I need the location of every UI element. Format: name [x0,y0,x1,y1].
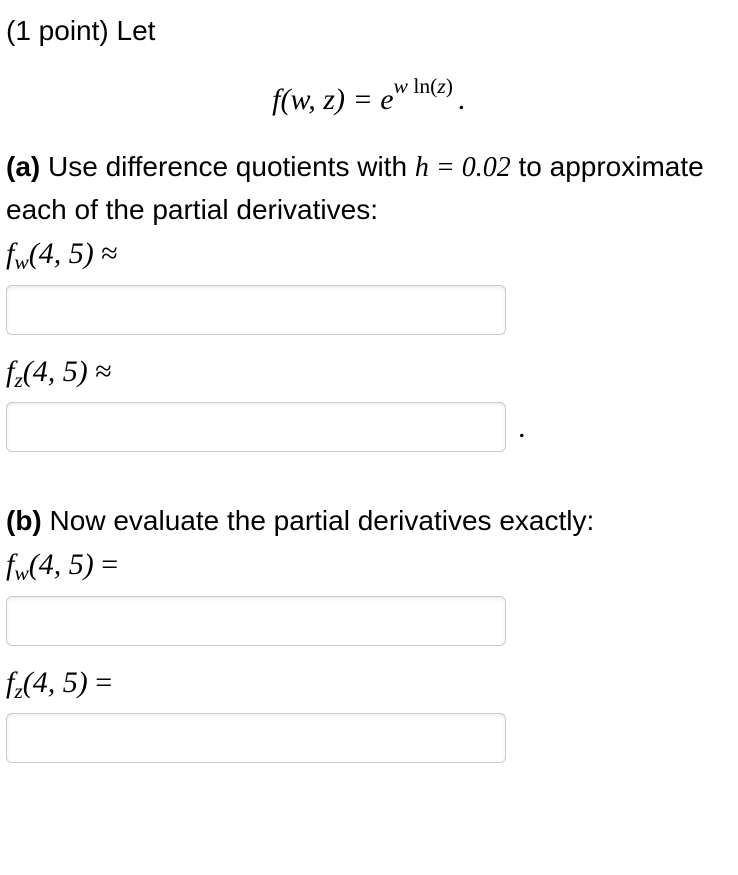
part-b: (b) Now evaluate the partial derivatives… [6,500,732,542]
part-a-h: h [415,152,429,183]
part-a-text-1: Use difference quotients with [48,151,415,182]
eq-close: ) [335,83,353,116]
fw-b-rel: = [101,548,118,581]
fw-b-label: fw(4, 5) = [6,542,732,589]
fz-a-period: . [518,405,526,450]
fz-a-rel: ≈ [95,355,111,388]
part-a: (a) Use difference quotients with h = 0.… [6,146,732,231]
fw-a-rel: ≈ [101,237,117,270]
fz-a-sub: z [14,368,22,392]
part-a-label: (a) [6,151,48,182]
eq-period: . [458,83,466,116]
exp-w: w [394,74,408,98]
points-label: (1 point) [6,15,117,46]
intro-line: (1 point) Let [6,10,732,52]
problem-container: (1 point) Let f(w, z) = ew ln(z) . (a) U… [0,0,738,797]
fz-b-rel: = [95,666,112,699]
fw-a-input[interactable] [6,285,506,335]
fz-b-input[interactable] [6,713,506,763]
exp-ln: ln( [408,74,437,98]
eq-z: z [323,83,335,116]
fz-b-args: (4, 5) [23,666,95,699]
fw-b-args: (4, 5) [29,548,101,581]
eq-open: ( [280,83,290,116]
part-b-label: (b) [6,505,50,536]
part-a-eq: = [429,152,462,183]
part-a-hval: 0.02 [462,152,511,183]
eq-w: w [290,83,308,116]
display-equation: f(w, z) = ew ln(z) . [6,70,732,122]
fz-b-sub: z [14,679,22,703]
fz-b-label: fz(4, 5) = [6,660,732,707]
fw-a-args: (4, 5) [29,237,101,270]
fz-a-args: (4, 5) [23,355,95,388]
eq-comma: , [308,83,323,116]
fw-a-sub: w [14,250,28,274]
fw-b-input[interactable] [6,596,506,646]
fw-b-sub: w [14,561,28,585]
let-text: Let [117,15,156,46]
fz-a-input[interactable] [6,402,506,452]
fw-a-label: fw(4, 5) ≈ [6,231,732,278]
eq-exponent: w ln(z) [394,74,459,98]
eq-e: e [380,83,393,116]
eq-equals: = [352,83,380,116]
exp-z: z [437,74,445,98]
fz-a-row: . [6,396,732,466]
section-gap [6,466,732,494]
exp-close: ) [446,74,459,98]
fz-a-label: fz(4, 5) ≈ [6,349,732,396]
part-b-text: Now evaluate the partial derivatives exa… [50,505,595,536]
